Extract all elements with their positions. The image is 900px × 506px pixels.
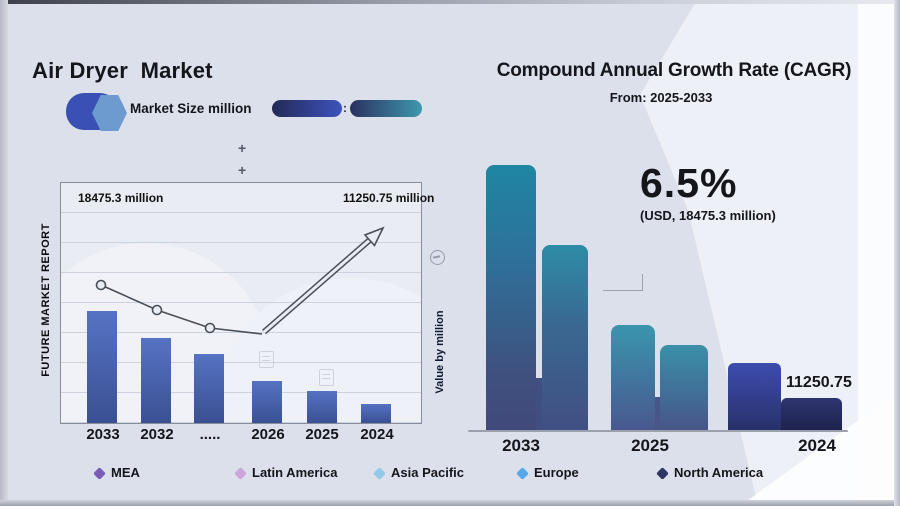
x-label-2032: 2032 [140, 426, 174, 443]
cagr-subtitle: From: 2025-2033 [609, 90, 713, 105]
diamond-icon [93, 467, 106, 480]
bar-2026 [252, 381, 282, 423]
plus-icon: + [238, 140, 247, 156]
bar-notch-fill [655, 397, 660, 430]
cagr-title: Compound Annual Growth Rate (CAGR) [496, 60, 852, 81]
ratio-pill-right-icon [350, 100, 422, 117]
x-label-2025: 2025 [305, 426, 339, 443]
bar [728, 363, 781, 430]
legend-label: MEA [111, 465, 140, 480]
x-label-dots: ..... [199, 426, 221, 443]
value-axis-label: Value by million [434, 310, 446, 394]
bar [611, 325, 655, 430]
circle-minus-icon [430, 250, 445, 265]
x-axis-line [468, 430, 848, 432]
bar-group-2024 [728, 363, 842, 430]
bar [781, 398, 842, 430]
market-size-hexagon-icon [92, 95, 127, 131]
bar-2025 [307, 391, 337, 423]
bar-2032 [141, 338, 171, 423]
diamond-icon [373, 467, 386, 480]
bar [542, 245, 588, 430]
ratio-colon: : [343, 101, 347, 115]
bar-dots [194, 354, 224, 423]
frame-edge-left [0, 0, 8, 506]
market-size-chart [60, 182, 422, 424]
bar-group-2025 [611, 325, 708, 430]
x-label-2024: 2024 [798, 436, 836, 455]
x-label-2024: 2024 [360, 426, 394, 443]
frame-edge-top [0, 0, 900, 4]
legend-label: North America [674, 465, 764, 480]
corner-bracket-decoration [603, 274, 643, 291]
gridlines [61, 183, 421, 423]
bar-value-label: 11250.75 [786, 374, 852, 391]
chart-min-value: 11250.75 million [343, 191, 435, 205]
cagr-value: 6.5% [640, 160, 738, 206]
ratio-pill-left-icon [272, 100, 342, 117]
chart-max-value: 18475.3 million [78, 191, 164, 205]
x-label-2026: 2026 [251, 426, 285, 443]
cagr-note: (USD, 18475.3 million) [640, 208, 776, 223]
page-title: Air Dryer Market [32, 58, 213, 83]
frame-edge-right [894, 0, 900, 506]
x-label-2033: 2033 [86, 426, 120, 443]
x-label-2033: 2033 [502, 436, 540, 455]
bar-2024 [361, 404, 391, 423]
legend-label: Latin America [252, 465, 338, 480]
frame-edge-bottom [0, 500, 900, 506]
legend-label: Europe [534, 465, 579, 480]
document-watermark-icon [319, 369, 334, 386]
x-label-2025: 2025 [631, 436, 669, 455]
bar [660, 345, 708, 430]
bar-group-2033 [486, 165, 588, 430]
bar-notch-fill [536, 378, 542, 430]
legend-label: Asia Pacific [391, 465, 464, 480]
diamond-icon [516, 467, 529, 480]
bar-2033 [87, 311, 117, 423]
document-watermark-icon [259, 351, 274, 368]
side-watermark-label: FUTURE MARKET REPORT [40, 223, 52, 377]
bar [486, 165, 536, 430]
diamond-icon [656, 467, 669, 480]
market-size-label: Market Size million [130, 101, 252, 116]
diamond-icon [234, 467, 247, 480]
plus-icon: + [238, 162, 247, 178]
trend-line-arrow [95, 226, 385, 335]
